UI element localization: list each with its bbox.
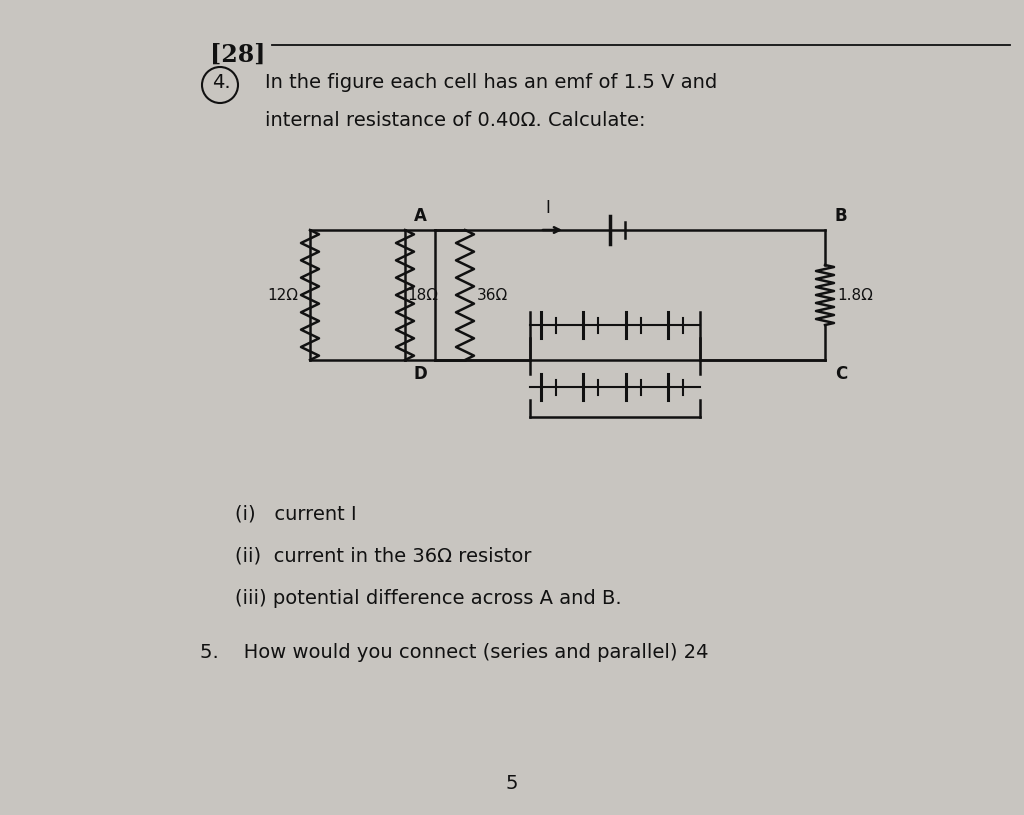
Text: C: C [835, 365, 847, 383]
Text: 4.: 4. [212, 73, 230, 92]
Text: internal resistance of 0.40Ω. Calculate:: internal resistance of 0.40Ω. Calculate: [265, 111, 645, 130]
Text: 12Ω: 12Ω [267, 288, 298, 302]
Text: 5: 5 [506, 774, 518, 793]
Text: (ii)  current in the 36Ω resistor: (ii) current in the 36Ω resistor [234, 547, 531, 566]
Text: 5.    How would you connect (series and parallel) 24: 5. How would you connect (series and par… [200, 643, 709, 662]
Text: 1.8Ω: 1.8Ω [837, 288, 872, 302]
Text: 36Ω: 36Ω [477, 288, 508, 302]
Text: (iii) potential difference across A and B.: (iii) potential difference across A and … [234, 589, 622, 608]
Text: 18Ω: 18Ω [407, 288, 438, 302]
Text: D: D [414, 365, 427, 383]
Text: B: B [835, 207, 848, 225]
Text: [28]: [28] [210, 43, 265, 67]
Text: (i)   current I: (i) current I [234, 505, 356, 524]
Text: A: A [414, 207, 427, 225]
Text: In the figure each cell has an emf of 1.5 V and: In the figure each cell has an emf of 1.… [265, 73, 717, 92]
Text: I: I [545, 199, 550, 217]
